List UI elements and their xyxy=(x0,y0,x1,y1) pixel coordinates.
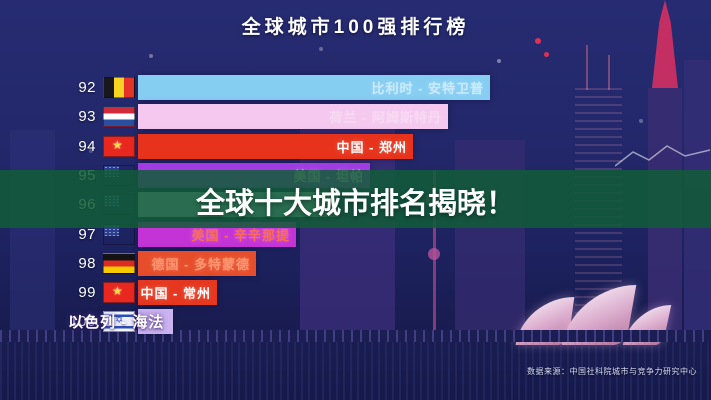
city-label: 美国 - 辛辛那提 xyxy=(191,227,290,243)
city-bar: 德国 - 多特蒙德 xyxy=(138,250,256,276)
bridge-strip xyxy=(0,330,711,342)
red-lantern-dot xyxy=(535,38,541,44)
rank-label: 97 xyxy=(78,225,96,243)
tower-antenna xyxy=(586,45,588,90)
china-flag-icon xyxy=(103,282,135,304)
rank-label: 92 xyxy=(78,79,96,96)
china-flag-icon xyxy=(103,135,135,157)
headline-text: 全球十大城市排名揭晓！ xyxy=(195,188,515,220)
data-source-note: 数据来源：中国社科院城市与竞争力研究中心 xyxy=(527,367,697,376)
city-bar: 荷兰 - 阿姆斯特丹 xyxy=(138,104,448,130)
chart-row-rank-93: 93 荷兰 - 阿姆斯特丹 xyxy=(60,104,448,130)
chart-row-rank-100: 100以色列 - 海法 xyxy=(60,309,173,335)
chart-row-rank-98: 98 德国 - 多特蒙德 xyxy=(60,250,256,276)
city-bar: 以色列 - 海法 xyxy=(68,309,173,335)
page-title: 全球城市100强排行榜 xyxy=(241,17,470,38)
headline-overlay-band: 全球十大城市排名揭晓！ xyxy=(0,170,711,228)
city-label: 荷兰 - 阿姆斯特丹 xyxy=(329,110,442,126)
water-reflection xyxy=(0,342,711,400)
germany-flag-icon xyxy=(103,252,135,274)
chart-row-rank-99: 99 中国 - 常州 xyxy=(60,280,217,306)
tower-antenna-2 xyxy=(608,55,610,90)
rank-label: 93 xyxy=(78,108,96,126)
city-label: 比利时 - 安特卫普 xyxy=(371,81,484,96)
israel-flag-icon xyxy=(103,311,135,333)
belgium-flag-icon xyxy=(103,77,135,98)
city-label: 以色列 - 海法 xyxy=(68,314,165,332)
pearl-tower-sphere-small-icon xyxy=(428,248,440,260)
skyline-left-building xyxy=(10,130,55,340)
chart-row-rank-92: 92 比利时 - 安特卫普 xyxy=(60,75,490,100)
city-label: 中国 - 郑州 xyxy=(336,139,407,155)
city-label: 中国 - 常州 xyxy=(140,286,211,302)
netherlands-flag-icon xyxy=(103,106,135,128)
city-label: 德国 - 多特蒙德 xyxy=(151,256,250,272)
city-bar: 比利时 - 安特卫普 xyxy=(138,75,490,100)
city-bar: 中国 - 常州 xyxy=(138,280,217,306)
red-lantern-dot-2 xyxy=(544,52,549,57)
rank-label: 94 xyxy=(78,137,96,155)
rank-label: 100 xyxy=(69,313,96,331)
city-bar: 中国 - 郑州 xyxy=(138,133,413,159)
rank-label: 98 xyxy=(78,254,96,272)
neon-zigzag-decoration xyxy=(615,145,711,167)
rank-label: 99 xyxy=(78,284,96,302)
chart-row-rank-94: 94 中国 - 郑州 xyxy=(60,133,413,159)
